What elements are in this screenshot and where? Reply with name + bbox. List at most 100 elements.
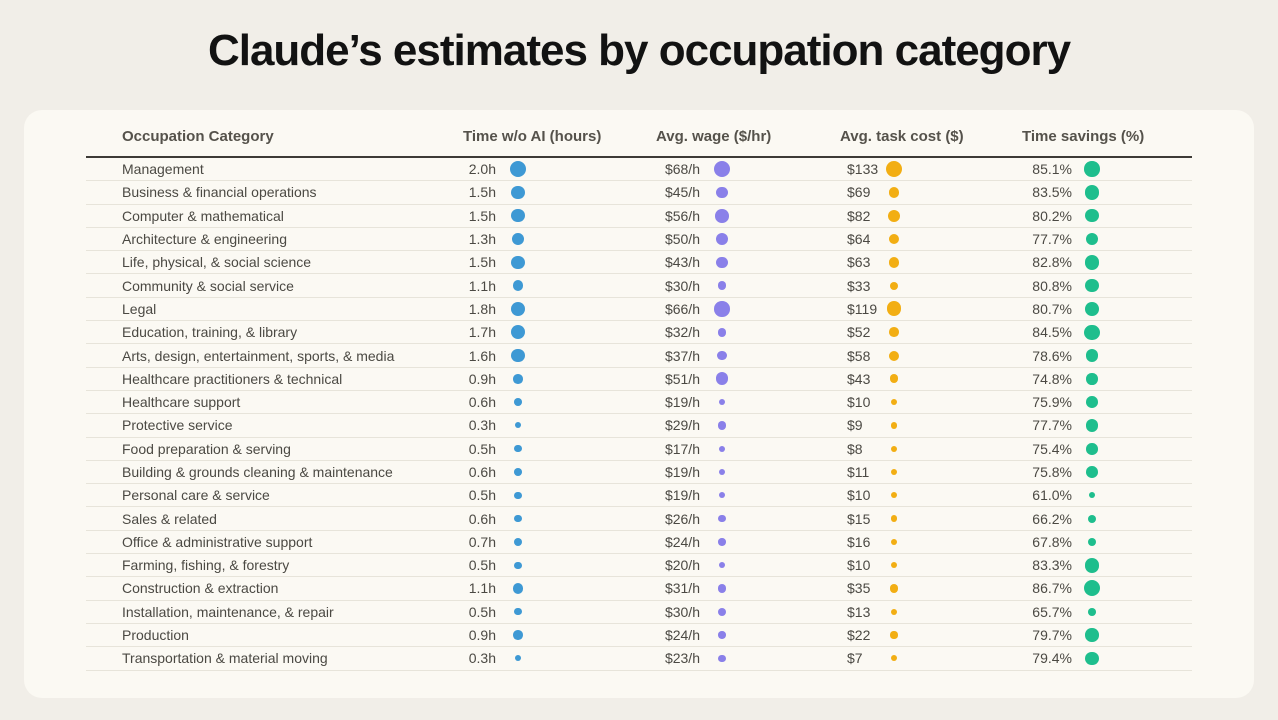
column-header-time-without-ai: Time w/o AI (hours) [463,128,602,145]
occupation-category-cell: Healthcare practitioners & technical [122,370,343,387]
occupation-category-cell: Protective service [122,417,233,434]
wage-dot [716,256,728,268]
page-title: Claude’s estimates by occupation categor… [207,26,1071,75]
occupation-category-cell: Installation, maintenance, & repair [122,603,334,620]
time-dot [510,301,526,317]
cost-dot [890,608,898,616]
savings-value: 66.2% [1032,510,1072,527]
time-value: 0.6h [468,394,496,411]
time-savings-cell: 80.8% [1010,278,1192,294]
table-row: Computer & mathematical 1.5h $56/h $82 8… [86,205,1192,228]
cost-dot [888,209,900,222]
cost-dot [890,492,898,499]
wage-dot [714,301,730,317]
time-value: 0.3h [468,417,496,434]
time-dot [511,348,525,363]
time-without-ai-cell: 0.5h [440,441,640,457]
cost-value: $15 [847,510,871,527]
wage-dot [718,468,726,476]
time-savings-cell: 77.7% [1010,417,1192,433]
cost-value: $11 [847,464,870,480]
time-without-ai-cell: 1.5h [440,208,640,224]
savings-value: 80.8% [1032,277,1072,294]
savings-dot [1085,232,1099,246]
avg-task-cost-cell: $119 [820,301,1010,317]
time-value: 1.1h [468,277,496,294]
time-value: 1.7h [468,324,496,341]
wage-dot [715,372,729,386]
time-without-ai-cell: 1.1h [440,580,640,596]
time-without-ai-cell: 0.3h [440,417,640,433]
cost-value: $69 [847,184,871,201]
time-value: 0.9h [468,370,496,387]
wage-dot [718,514,726,523]
cost-dot [889,350,899,361]
wage-value: $32/h [664,324,700,341]
occupation-category-cell: Personal care & service [122,487,270,504]
time-value: 0.6h [468,510,496,527]
wage-dot [715,232,729,246]
savings-dot [1089,492,1095,499]
wage-value: $26/h [664,510,700,527]
savings-value: 74.8% [1032,370,1072,387]
cost-dot [886,301,902,317]
savings-dot [1086,373,1098,385]
wage-value: $17/h [664,440,700,457]
savings-value: 65.7% [1032,603,1072,620]
avg-task-cost-cell: $15 [820,511,1010,527]
table-row: Office & administrative support 0.7h $24… [86,531,1192,555]
avg-task-cost-cell: $10 [820,557,1010,573]
time-savings-cell: 67.8% [1010,534,1192,550]
time-without-ai-cell: 0.6h [440,464,640,480]
avg-task-cost-cell: $22 [820,627,1010,643]
savings-value: 85.1% [1032,161,1072,178]
avg-wage-cell: $23/h [640,650,820,666]
time-value: 0.5h [468,487,496,504]
avg-task-cost-cell: $82 [820,208,1010,224]
avg-wage-cell: $19/h [640,487,820,503]
avg-task-cost-cell: $43 [820,371,1010,387]
cost-dot [891,655,897,662]
cost-dot [888,186,900,198]
occupation-category-cell: Arts, design, entertainment, sports, & m… [122,347,395,364]
savings-dot [1085,302,1099,316]
time-dot [511,209,525,223]
time-savings-cell: 75.9% [1010,394,1192,410]
wage-dot [717,607,727,617]
occupation-table: Occupation Category Time w/o AI (hours) … [86,128,1192,671]
time-without-ai-cell: 1.7h [440,324,640,340]
avg-wage-cell: $24/h [640,534,820,550]
cost-value: $133 [847,161,879,178]
time-savings-cell: 83.3% [1010,557,1192,573]
avg-wage-cell: $50/h [640,231,820,247]
avg-task-cost-cell: $35 [820,580,1010,596]
avg-wage-cell: $51/h [640,371,820,387]
cost-value: $16 [847,533,871,550]
time-dot [513,537,523,547]
table-row: Healthcare practitioners & technical 0.9… [86,368,1192,391]
time-without-ai-cell: 0.7h [440,534,640,550]
savings-value: 84.5% [1032,324,1072,341]
table-row: Construction & extraction 1.1h $31/h $35… [86,577,1192,601]
time-value: 1.5h [468,184,496,201]
cost-value: $13 [847,603,871,620]
savings-value: 83.5% [1032,184,1072,201]
avg-task-cost-cell: $10 [820,487,1010,503]
wage-dot [717,584,727,593]
time-dot [512,280,524,291]
cost-value: $22 [847,627,871,644]
cost-value: $64 [847,231,871,248]
avg-wage-cell: $45/h [640,184,820,200]
savings-value: 77.7% [1032,417,1072,434]
savings-value: 78.6% [1032,347,1072,364]
savings-dot [1085,651,1099,665]
cost-dot [890,422,898,429]
wage-dot [718,398,726,406]
savings-value: 79.7% [1032,627,1072,644]
avg-task-cost-cell: $58 [820,348,1010,364]
avg-task-cost-cell: $7 [820,650,1010,666]
time-value: 1.6h [468,347,496,364]
occupation-category-cell: Computer & mathematical [122,207,284,224]
table-row: Food preparation & serving 0.5h $17/h $8… [86,438,1192,461]
